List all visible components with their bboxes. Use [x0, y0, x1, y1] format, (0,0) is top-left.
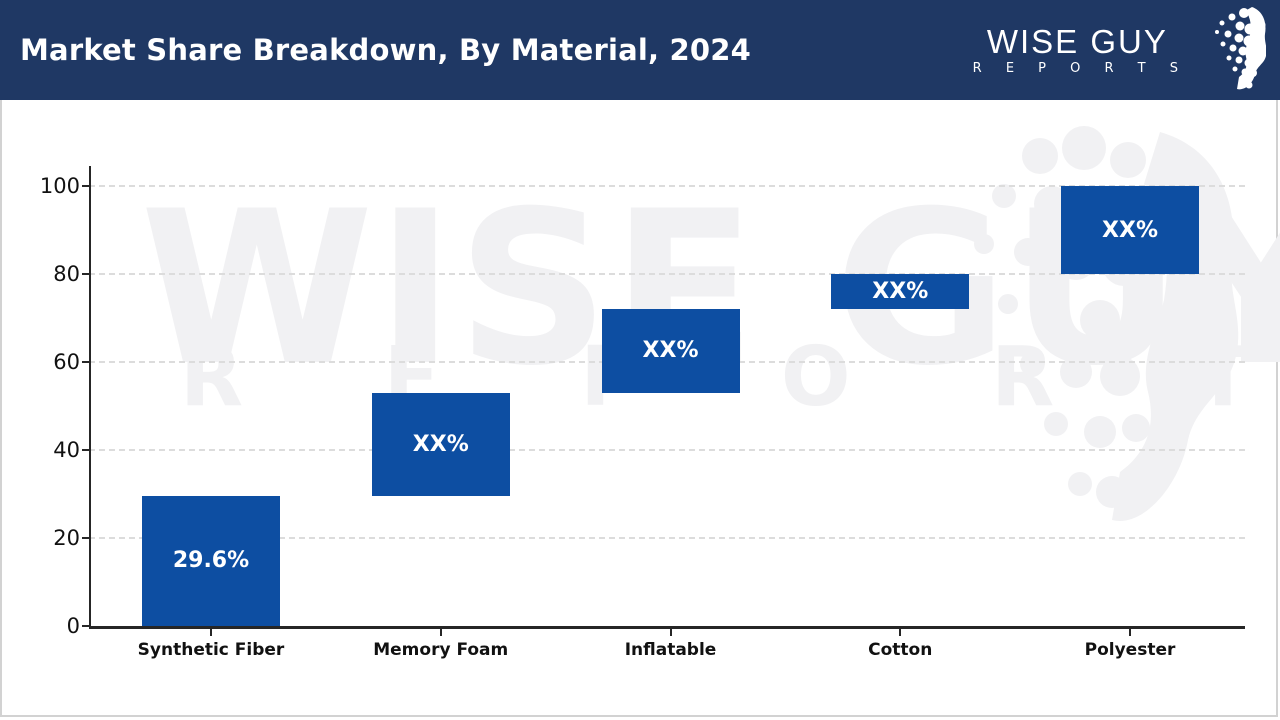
category-label-3: Cotton — [868, 640, 933, 660]
x-tick-mark-1 — [439, 629, 442, 636]
y-tick-mark-40 — [82, 449, 89, 451]
bar-value-label: XX% — [412, 431, 469, 457]
logo-subtitle: R E P O R T S — [972, 61, 1188, 76]
logo-text: WISE GUY R E P O R T S — [967, 25, 1188, 75]
x-tick-mark-3 — [899, 629, 902, 636]
y-tick-mark-80 — [82, 273, 89, 275]
wise-guy-reports-logo: WISE GUY R E P O R T S — [967, 5, 1267, 95]
y-tick-mark-0 — [82, 625, 89, 627]
bar-cotton: XX% — [831, 274, 970, 310]
bar-memory-foam: XX% — [371, 392, 510, 496]
category-label-1: Memory Foam — [373, 640, 509, 660]
y-tick-mark-60 — [82, 361, 89, 363]
y-tick-label-60: 60 — [53, 350, 80, 374]
y-tick-label-0: 0 — [66, 614, 80, 638]
gridline-20 — [89, 537, 1245, 539]
bar-value-label: XX% — [872, 279, 929, 305]
bar-polyester: XX% — [1061, 186, 1199, 274]
chart-title: Market Share Breakdown, By Material, 202… — [20, 33, 752, 67]
header-bar: Market Share Breakdown, By Material, 202… — [0, 0, 1280, 100]
y-tick-label-40: 40 — [53, 438, 80, 462]
gridline-100 — [89, 185, 1245, 187]
category-label-0: Synthetic Fiber — [137, 640, 285, 660]
x-tick-mark-4 — [1129, 629, 1131, 636]
y-tick-mark-100 — [82, 185, 89, 187]
gridline-80 — [89, 273, 1245, 275]
category-label-2: Inflatable — [624, 640, 717, 660]
logo-wordmark: WISE GUY — [986, 23, 1168, 60]
y-tick-label-80: 80 — [53, 262, 80, 286]
category-label-4: Polyester — [1084, 640, 1176, 660]
y-tick-mark-20 — [82, 537, 89, 539]
bar-value-label: 29.6% — [172, 548, 250, 574]
bar-synthetic-fiber: 29.6% — [142, 495, 280, 626]
gridline-40 — [89, 449, 1245, 451]
y-axis-line — [89, 166, 91, 629]
y-tick-label-100: 100 — [39, 174, 80, 198]
x-tick-mark-0 — [210, 629, 212, 636]
bar-inflatable: XX% — [601, 309, 740, 393]
bar-value-label: XX% — [642, 338, 699, 364]
x-tick-mark-2 — [669, 629, 672, 636]
bar-value-label: XX% — [1102, 217, 1158, 243]
x-axis-line — [89, 626, 1245, 629]
y-tick-label-20: 20 — [53, 526, 80, 550]
dotted-head-icon — [1194, 5, 1267, 95]
